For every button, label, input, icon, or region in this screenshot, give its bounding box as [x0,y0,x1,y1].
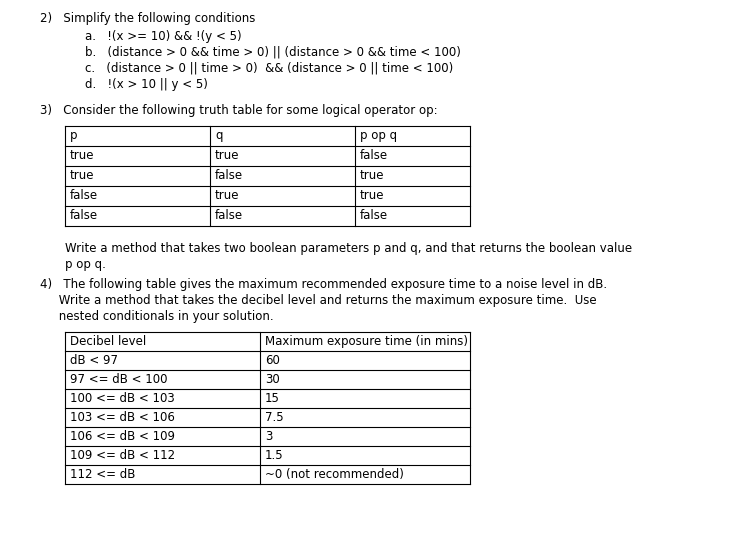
Text: 60: 60 [265,354,280,367]
Text: 3)   Consider the following truth table for some logical operator op:: 3) Consider the following truth table fo… [40,104,438,117]
Text: p op q: p op q [360,129,397,142]
Text: b.   (distance > 0 && time > 0) || (distance > 0 && time < 100): b. (distance > 0 && time > 0) || (distan… [85,46,461,59]
Text: p: p [70,129,77,142]
Text: d.   !(x > 10 || y < 5): d. !(x > 10 || y < 5) [85,78,208,91]
Text: true: true [215,189,240,202]
Text: true: true [360,169,385,182]
Text: Write a method that takes two boolean parameters p and q, and that returns the b: Write a method that takes two boolean pa… [65,242,632,255]
Text: 7.5: 7.5 [265,411,284,424]
Text: p op q.: p op q. [65,258,106,271]
Text: 100 <= dB < 103: 100 <= dB < 103 [70,392,175,405]
Text: 4)   The following table gives the maximum recommended exposure time to a noise : 4) The following table gives the maximum… [40,278,607,291]
Text: false: false [360,149,388,162]
Text: false: false [215,169,243,182]
Text: false: false [70,189,98,202]
Text: true: true [70,169,95,182]
Text: dB < 97: dB < 97 [70,354,118,367]
Text: 97 <= dB < 100: 97 <= dB < 100 [70,373,167,386]
Text: false: false [70,209,98,222]
Text: 15: 15 [265,392,280,405]
Text: 2)   Simplify the following conditions: 2) Simplify the following conditions [40,12,255,25]
Text: c.   (distance > 0 || time > 0)  && (distance > 0 || time < 100): c. (distance > 0 || time > 0) && (distan… [85,62,454,75]
Text: ~0 (not recommended): ~0 (not recommended) [265,468,404,481]
Text: false: false [360,209,388,222]
Text: nested conditionals in your solution.: nested conditionals in your solution. [40,310,273,323]
Text: 112 <= dB: 112 <= dB [70,468,135,481]
Text: 103 <= dB < 106: 103 <= dB < 106 [70,411,175,424]
Text: 1.5: 1.5 [265,449,284,462]
Text: 106 <= dB < 109: 106 <= dB < 109 [70,430,175,443]
Text: Maximum exposure time (in mins): Maximum exposure time (in mins) [265,335,468,348]
Text: q: q [215,129,222,142]
Text: true: true [70,149,95,162]
Text: Decibel level: Decibel level [70,335,146,348]
Text: true: true [215,149,240,162]
Text: Write a method that takes the decibel level and returns the maximum exposure tim: Write a method that takes the decibel le… [40,294,596,307]
Text: false: false [215,209,243,222]
Text: 109 <= dB < 112: 109 <= dB < 112 [70,449,175,462]
Text: 30: 30 [265,373,280,386]
Text: 3: 3 [265,430,273,443]
Text: a.   !(x >= 10) && !(y < 5): a. !(x >= 10) && !(y < 5) [85,30,242,43]
Text: true: true [360,189,385,202]
